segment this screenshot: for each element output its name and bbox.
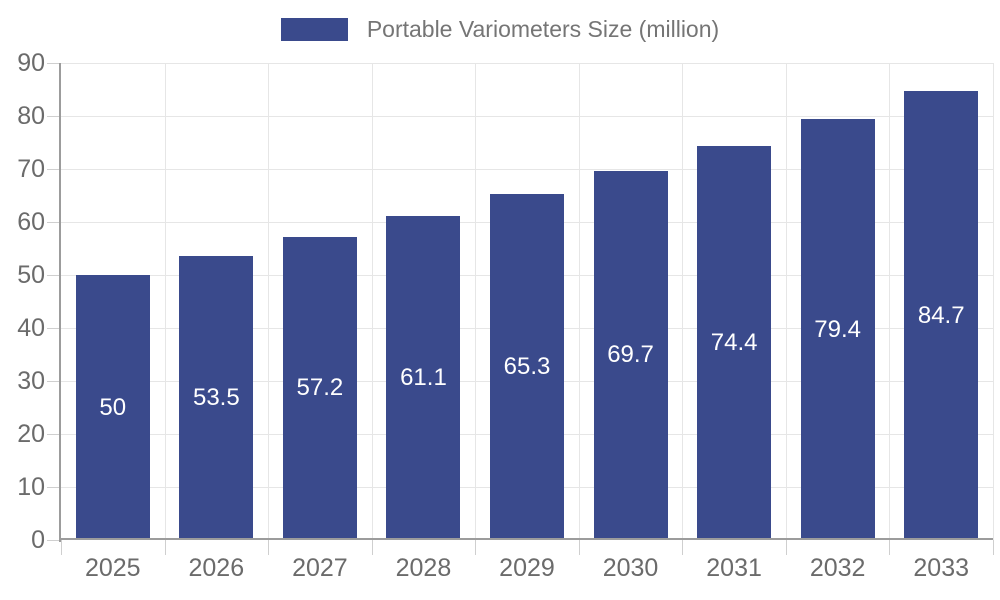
bar-2029: 65.3 (490, 193, 564, 540)
gridline-v (371, 63, 373, 540)
y-tick (47, 540, 61, 541)
gridline-v (993, 63, 994, 540)
bar-value-label: 79.4 (814, 315, 862, 343)
gridline-h (61, 63, 993, 64)
x-tick (889, 540, 891, 555)
bar-2028: 61.1 (386, 216, 461, 540)
y-tick-label: 40 (17, 314, 45, 342)
bar-value-label: 74.4 (710, 328, 758, 356)
bar-2033: 84.7 (904, 91, 979, 540)
x-tick-label: 2026 (188, 554, 245, 582)
x-tick (61, 540, 62, 555)
y-tick (47, 275, 61, 276)
legend: Portable Variometers Size (million) (0, 18, 1000, 41)
y-tick-label: 20 (17, 420, 45, 448)
x-tick (993, 540, 994, 555)
x-tick-label: 2028 (395, 554, 452, 582)
gridline-h (61, 116, 993, 117)
x-tick (371, 540, 373, 555)
x-tick (164, 540, 166, 555)
gridline-h (61, 169, 993, 170)
gridline-v (578, 63, 580, 540)
gridline-v (785, 63, 787, 540)
legend-label: Portable Variometers Size (million) (366, 16, 720, 42)
y-tick (47, 381, 61, 382)
y-tick-label: 10 (17, 473, 45, 501)
bar-value-label: 57.2 (296, 374, 344, 402)
x-tick-label: 2032 (809, 554, 866, 582)
x-tick-label: 2025 (84, 554, 141, 582)
y-tick (47, 116, 61, 117)
legend-swatch (280, 18, 348, 41)
bar-value-label: 84.7 (917, 301, 965, 329)
x-tick (578, 540, 580, 555)
y-tick-label: 0 (31, 526, 45, 554)
y-tick-label: 50 (17, 261, 45, 289)
gridline-v (475, 63, 477, 540)
bar-2031: 74.4 (697, 145, 772, 540)
y-tick-label: 60 (17, 208, 45, 236)
x-tick-label: 2030 (602, 554, 659, 582)
y-tick-label: 90 (17, 49, 45, 77)
bar-2027: 57.2 (282, 236, 357, 540)
bar-2030: 69.7 (593, 170, 668, 540)
bar-value-label: 53.5 (192, 384, 240, 412)
bar-value-label: 61.1 (400, 364, 447, 392)
y-axis-line (59, 63, 61, 542)
bar-value-label: 50 (99, 393, 127, 421)
x-tick-label: 2027 (292, 554, 348, 582)
bar-2025: 50 (75, 275, 150, 540)
y-tick-label: 80 (17, 102, 45, 130)
y-tick-label: 70 (17, 155, 45, 183)
x-tick (682, 540, 684, 555)
y-tick (47, 169, 61, 170)
gridline-v (889, 63, 891, 540)
y-tick (47, 487, 61, 488)
gridline-v (164, 63, 166, 540)
gridline-v (268, 63, 270, 540)
x-tick-label: 2033 (913, 554, 970, 582)
y-tick (47, 63, 61, 64)
x-tick (475, 540, 477, 555)
bar-value-label: 69.7 (607, 341, 654, 369)
y-tick (47, 434, 61, 435)
y-tick-label: 30 (17, 367, 45, 395)
x-tick (268, 540, 270, 555)
bar-2026: 53.5 (179, 256, 254, 540)
gridline-v (682, 63, 684, 540)
x-tick-label: 2029 (499, 554, 555, 582)
y-tick (47, 222, 61, 223)
x-tick (785, 540, 787, 555)
x-tick-label: 2031 (706, 554, 762, 582)
y-tick (47, 328, 61, 329)
bar-2032: 79.4 (800, 119, 875, 540)
x-axis-line (59, 538, 993, 540)
bar-value-label: 65.3 (503, 352, 551, 380)
